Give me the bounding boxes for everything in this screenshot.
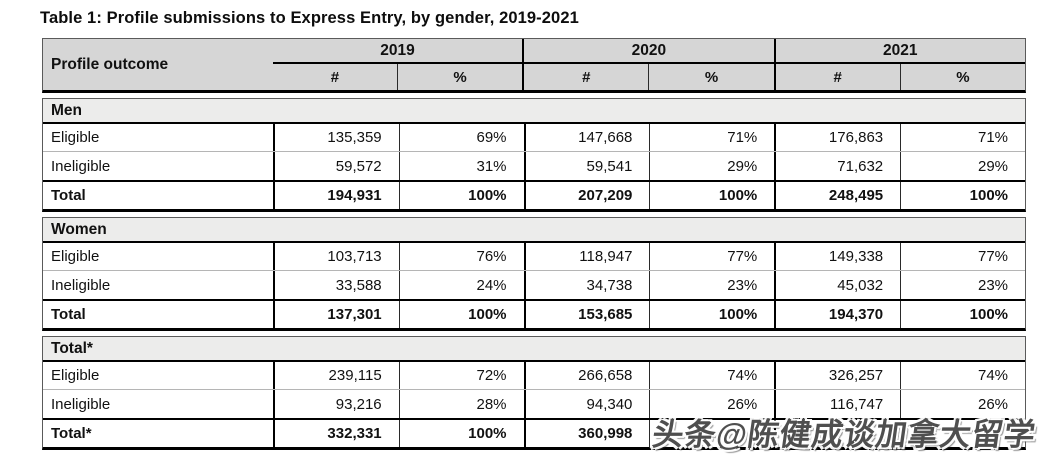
value-cell: 103,713 <box>272 243 399 270</box>
value-cell: 176,863 <box>774 124 900 151</box>
value-cell: 239,115 <box>272 362 399 389</box>
value-cell <box>774 420 900 447</box>
value-cell: 100% <box>398 182 524 209</box>
value-cell: 93,216 <box>272 390 399 418</box>
value-cell: 23% <box>900 271 1025 299</box>
value-cell: 194,931 <box>272 182 399 209</box>
row-label: Total* <box>51 425 92 442</box>
value-cell: 69% <box>398 124 524 151</box>
value-cell: 31% <box>398 152 524 180</box>
percent-header: % <box>648 64 773 90</box>
value-cell: 326,257 <box>774 362 900 389</box>
value-cell: 71% <box>649 124 774 151</box>
percent-header: % <box>396 64 522 90</box>
table-row: Eligible 103,713 76% 118,947 77% 149,338… <box>43 243 1025 271</box>
value-cell: 194,370 <box>774 301 900 328</box>
value-cell: 45,032 <box>774 271 900 299</box>
section-header-row: Total* <box>43 337 1025 362</box>
row-label: Eligible <box>51 367 100 384</box>
value-cell: 71% <box>900 124 1025 151</box>
section-total: Total* Eligible 239,115 72% 266,658 74% … <box>42 336 1026 450</box>
value-cell: 248,495 <box>774 182 900 209</box>
value-cell: 147,668 <box>523 124 650 151</box>
value-cell: 149,338 <box>774 243 900 270</box>
row-label: Total <box>51 306 86 323</box>
value-cell: 71,632 <box>774 152 900 180</box>
value-cell: 100% <box>900 301 1025 328</box>
value-cell: 23% <box>649 271 774 299</box>
value-cell: 94,340 <box>523 390 650 418</box>
value-cell: 266,658 <box>523 362 650 389</box>
year-header-2021: 2021 <box>773 39 1025 62</box>
count-header: # <box>522 64 648 90</box>
table-header: Profile outcome 2019 2020 2021 # % # % #… <box>42 38 1026 93</box>
value-cell: 153,685 <box>523 301 650 328</box>
section-header-row: Men <box>43 99 1025 124</box>
value-cell: 118,947 <box>523 243 650 270</box>
row-label: Eligible <box>51 129 100 146</box>
subheader-row: # % # % # % <box>273 64 1025 90</box>
section-women: Women Eligible 103,713 76% 118,947 77% 1… <box>42 217 1026 331</box>
value-cell: 332,331 <box>272 420 399 447</box>
table-row: Ineligible 59,572 31% 59,541 29% 71,632 … <box>43 152 1025 180</box>
profile-submissions-table: Profile outcome 2019 2020 2021 # % # % #… <box>42 38 1026 455</box>
value-cell: 26% <box>649 390 774 418</box>
value-cell: 100% <box>398 301 524 328</box>
value-cell: 360,998 <box>523 420 650 447</box>
table-row: Eligible 239,115 72% 266,658 74% 326,257… <box>43 362 1025 390</box>
total-row: Total 194,931 100% 207,209 100% 248,495 … <box>43 180 1025 209</box>
value-cell: 116,747 <box>774 390 900 418</box>
row-label: Ineligible <box>51 395 111 413</box>
total-row: Total 137,301 100% 153,685 100% 194,370 … <box>43 299 1025 328</box>
value-cell <box>649 420 774 447</box>
count-header: # <box>330 68 340 86</box>
value-cell: 135,359 <box>272 124 399 151</box>
value-cell: 137,301 <box>272 301 399 328</box>
value-cell: 33,588 <box>272 271 399 299</box>
percent-header: % <box>899 64 1025 90</box>
value-cell: 100% <box>649 182 774 209</box>
section-header-row: Women <box>43 218 1025 243</box>
row-label: Eligible <box>51 248 100 265</box>
value-cell: 100% <box>398 420 524 447</box>
row-label: Ineligible <box>51 276 111 294</box>
value-cell: 28% <box>398 390 524 418</box>
value-cell: 24% <box>398 271 524 299</box>
value-cell: 34,738 <box>523 271 650 299</box>
total-row: Total* 332,331 100% 360,998 <box>43 418 1025 447</box>
row-label: Total <box>51 187 86 204</box>
value-cell <box>900 420 1025 447</box>
value-cell: 77% <box>649 243 774 270</box>
value-cell: 29% <box>649 152 774 180</box>
value-cell: 59,572 <box>272 152 399 180</box>
table-row: Ineligible 93,216 28% 94,340 26% 116,747… <box>43 390 1025 418</box>
value-cell: 74% <box>649 362 774 389</box>
row-label: Ineligible <box>51 157 111 175</box>
profile-outcome-header: Profile outcome <box>51 55 169 73</box>
table-title: Table 1: Profile submissions to Express … <box>40 9 579 27</box>
value-cell: 26% <box>900 390 1025 418</box>
value-cell: 29% <box>900 152 1025 180</box>
count-header: # <box>773 64 900 90</box>
table-row: Ineligible 33,588 24% 34,738 23% 45,032 … <box>43 271 1025 299</box>
year-headers: 2019 2020 2021 # % # % # % <box>272 39 1025 90</box>
table-row: Eligible 135,359 69% 147,668 71% 176,863… <box>43 124 1025 152</box>
toutiao-watermark: 头条@陈健成谈加拿大留学 <box>649 417 1039 452</box>
year-row: 2019 2020 2021 <box>272 39 1025 64</box>
value-cell: 76% <box>398 243 524 270</box>
value-cell: 100% <box>900 182 1025 209</box>
value-cell: 74% <box>900 362 1025 389</box>
value-cell: 72% <box>398 362 524 389</box>
year-header-2019: 2019 <box>380 41 415 59</box>
value-cell: 100% <box>649 301 774 328</box>
value-cell: 59,541 <box>523 152 650 180</box>
value-cell: 207,209 <box>523 182 650 209</box>
section-men: Men Eligible 135,359 69% 147,668 71% 176… <box>42 98 1026 212</box>
value-cell: 77% <box>900 243 1025 270</box>
year-header-2020: 2020 <box>522 39 773 62</box>
